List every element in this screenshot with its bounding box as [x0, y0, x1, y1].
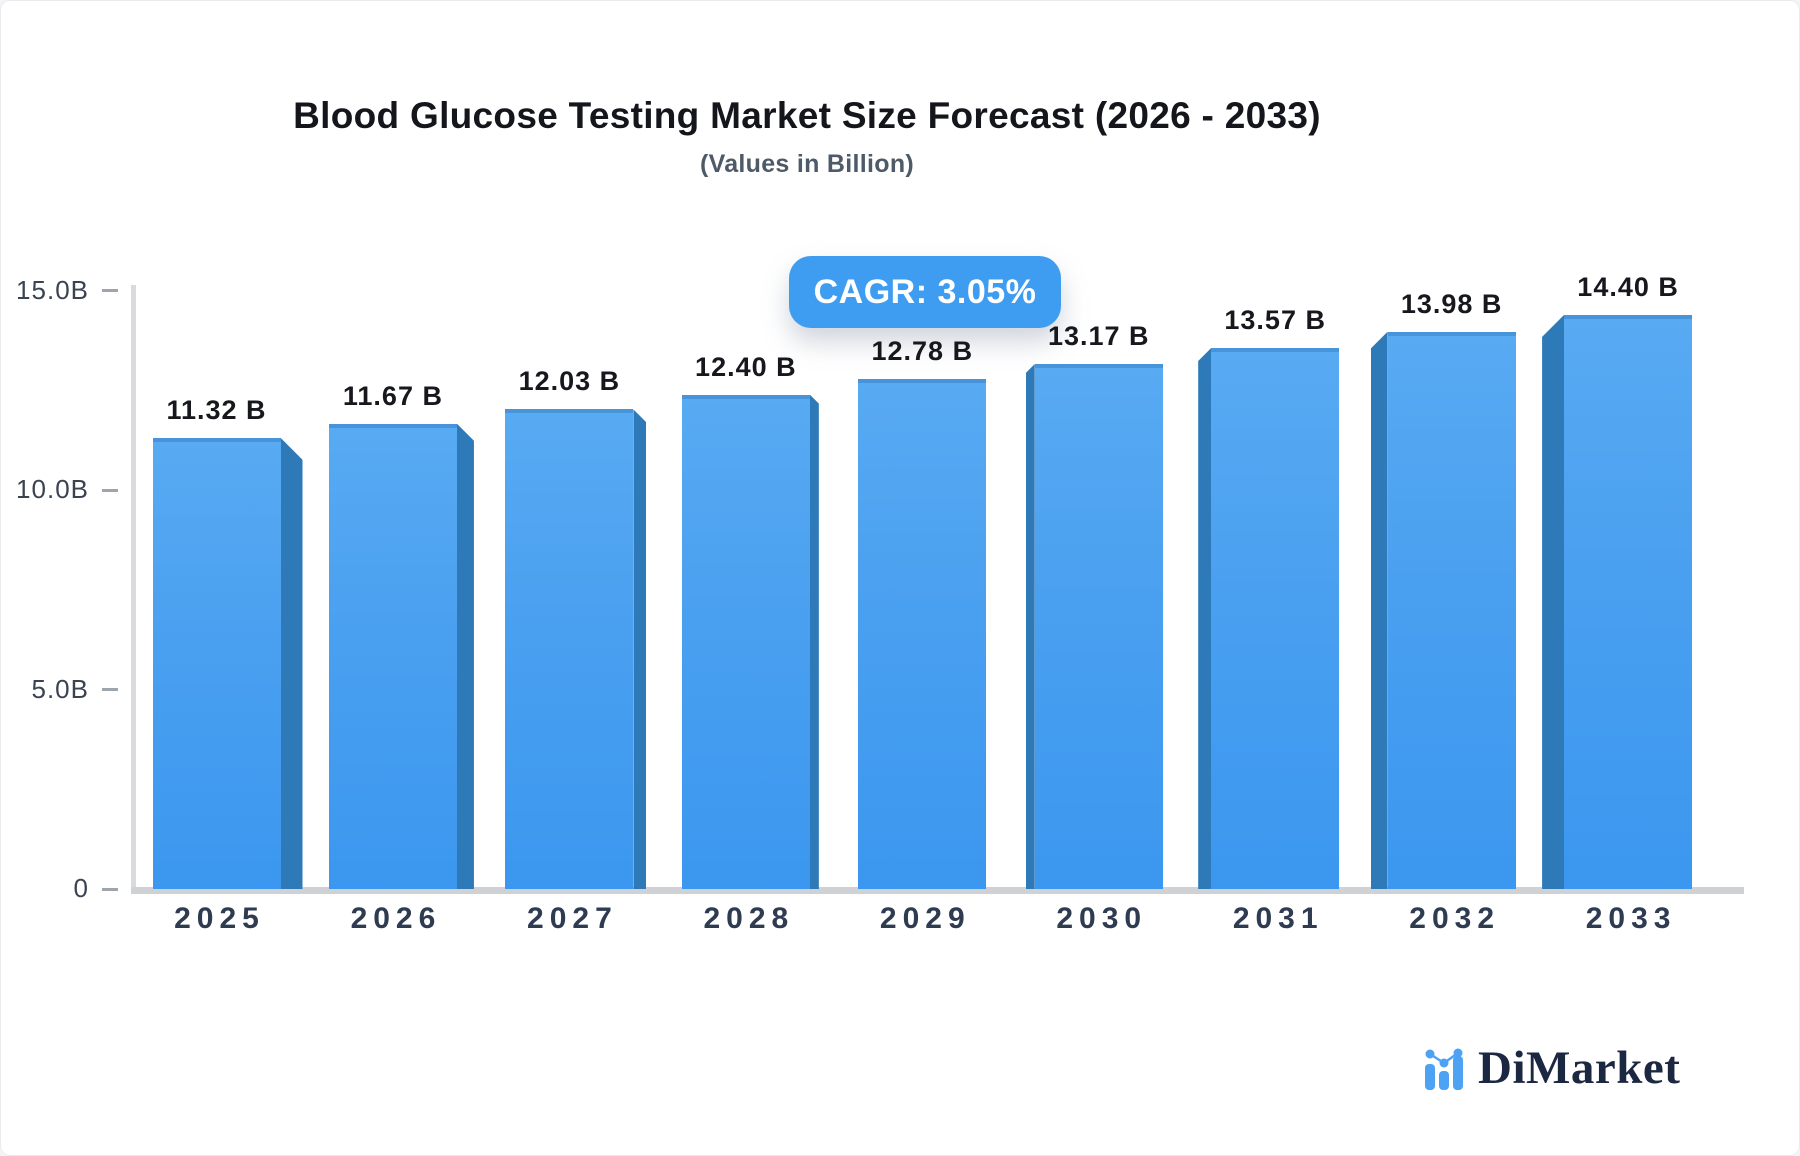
- x-axis-year-label: 2026: [350, 902, 442, 935]
- bar-side-face: [633, 409, 647, 889]
- bar-chart-logo-icon: [1425, 1048, 1463, 1090]
- bar-top-edge: [152, 437, 281, 442]
- bar-face: [1564, 314, 1693, 889]
- x-axis-year-label: 2029: [879, 902, 971, 935]
- y-axis-tick-label: 10.0B: [16, 474, 89, 505]
- bar-value-label: 11.32 B: [166, 394, 267, 425]
- bar-value-label: 13.57 B: [1224, 305, 1326, 335]
- bar-side-face: [280, 437, 303, 889]
- cagr-badge: CAGR: 3.05%: [789, 256, 1061, 328]
- x-axis-year-label: 2032: [1409, 902, 1501, 935]
- x-axis-year-label: 2031: [1232, 902, 1324, 935]
- y-axis-line: [131, 285, 136, 893]
- x-axis-baseline: [131, 887, 1744, 894]
- bar-value-label: 12.78 B: [871, 336, 974, 367]
- bar-side-face: [1542, 314, 1565, 889]
- bar-value-label: 13.17 B: [1047, 320, 1150, 351]
- y-axis-tick-mark: [102, 488, 118, 492]
- bar-top-edge: [1387, 331, 1516, 336]
- bar-face: [681, 394, 810, 889]
- bar-top-edge: [1211, 348, 1340, 352]
- bar-value-label: 11.67 B: [342, 380, 443, 411]
- bar-top-edge: [328, 423, 457, 428]
- brand-logo: DiMarket: [1417, 1041, 1680, 1095]
- y-axis-tick-mark: [102, 688, 118, 692]
- bar-top-edge: [1564, 314, 1693, 319]
- y-axis-tick-label: 15.0B: [16, 274, 89, 305]
- bar-side-face: [809, 394, 819, 889]
- x-axis-year-label: 2027: [527, 902, 618, 935]
- y-axis-tick-mark: [102, 887, 118, 891]
- y-axis-tick-mark: [102, 289, 118, 293]
- chart-title: Blood Glucose Testing Market Size Foreca…: [293, 95, 1321, 136]
- x-axis-year-label: 2033: [1585, 902, 1677, 935]
- y-axis-tick-label: 0: [73, 873, 89, 903]
- bar-top-edge: [505, 409, 634, 414]
- bar-top-edge: [1034, 363, 1163, 368]
- y-axis-tick-label: 5.0B: [31, 673, 89, 704]
- x-axis-year-label: 2028: [703, 902, 795, 935]
- bar-value-label: 12.40 B: [695, 351, 797, 382]
- bar-top-edge: [858, 379, 987, 384]
- bar-side-face: [1025, 363, 1035, 889]
- bar-face: [1211, 348, 1340, 889]
- chart-subtitle: (Values in Billion): [699, 150, 915, 178]
- bar-face: [152, 437, 281, 889]
- bar-face: [505, 409, 634, 889]
- bar-value-label: 14.40 B: [1577, 271, 1679, 302]
- bar-side-face: [1198, 348, 1212, 889]
- bar-face: [1387, 331, 1516, 889]
- x-axis-year-label: 2030: [1056, 902, 1148, 935]
- bar-top-edge: [681, 394, 810, 399]
- bar-value-label: 12.03 B: [518, 366, 621, 397]
- bar-face: [858, 379, 987, 889]
- brand-name: DiMarket: [1478, 1042, 1681, 1094]
- bar-side-face: [456, 423, 474, 889]
- chart-header: Blood Glucose Testing Market Size Foreca…: [1, 95, 1613, 179]
- bar-face: [1034, 363, 1163, 889]
- cagr-badge-label: CAGR: 3.05%: [813, 272, 1037, 311]
- bar-side-face: [1370, 331, 1388, 889]
- bar-value-label: 13.98 B: [1400, 288, 1503, 319]
- bar-face: [328, 423, 457, 889]
- x-axis-year-label: 2025: [174, 902, 265, 935]
